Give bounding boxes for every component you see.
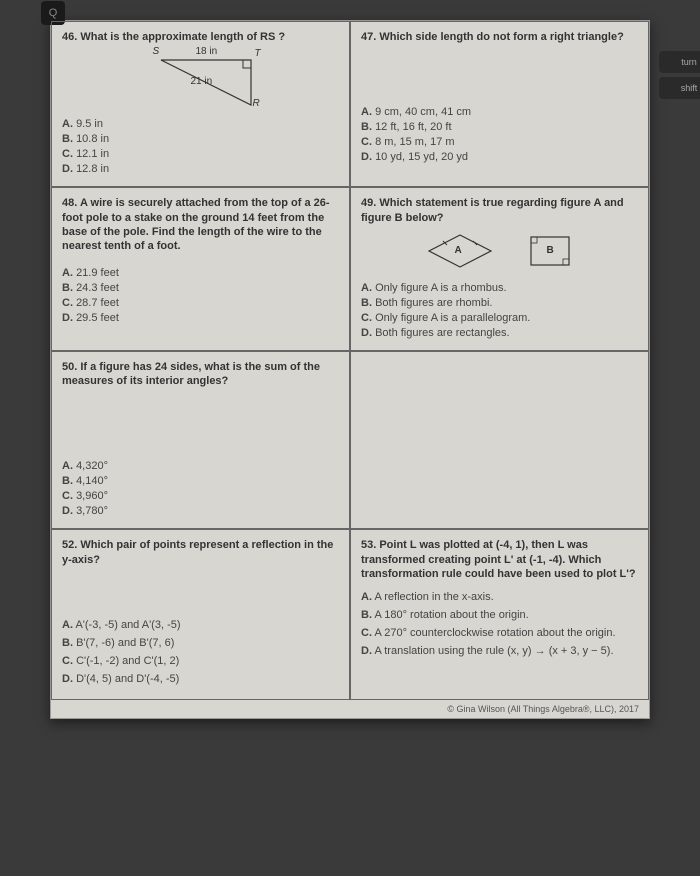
- q53-choices: A. A reflection in the x-axis. B. A 180°…: [361, 591, 638, 657]
- question-grid: 46. What is the approximate length of RS…: [51, 21, 649, 700]
- q52-cell: 52. Which pair of points represent a ref…: [51, 529, 350, 700]
- q53-choice-b: B. A 180° rotation about the origin.: [361, 609, 638, 621]
- q48-cell: 48. A wire is securely attached from the…: [51, 187, 350, 351]
- q48-choice-d: D. 29.5 feet: [62, 312, 339, 324]
- q46-choice-b: B. 10.8 in: [62, 133, 339, 145]
- q53-choice-d: D. A translation using the rule (x, y) →…: [361, 645, 638, 657]
- vertex-r: R: [253, 98, 260, 109]
- keyboard-keys: turn shift: [659, 51, 700, 103]
- triangle-top-label: 18 in: [196, 46, 218, 57]
- q47-choice-d: D. 10 yd, 15 yd, 20 yd: [361, 151, 638, 163]
- worksheet-page: Q turn shift 46. What is the approximate…: [50, 20, 650, 719]
- q49-choice-a: A. Only figure A is a rhombus.: [361, 282, 638, 294]
- key-shift: shift: [659, 77, 700, 99]
- q52-title: 52. Which pair of points represent a ref…: [62, 538, 339, 567]
- q51-cell: [350, 351, 649, 530]
- q50-choices: A. 4,320° B. 4,140° C. 3,960° D. 3,780°: [62, 460, 339, 517]
- q49-choice-d: D. Both figures are rectangles.: [361, 327, 638, 339]
- q47-title: 47. Which side length do not form a righ…: [361, 30, 638, 44]
- q48-choice-b: B. 24.3 feet: [62, 282, 339, 294]
- fig-b-label: B: [547, 245, 554, 256]
- q52-choice-b: B. B'(7, -6) and B'(7, 6): [62, 637, 339, 649]
- q53-choice-c: C. A 270° counterclockwise rotation abou…: [361, 627, 638, 639]
- vertex-t: T: [255, 48, 261, 59]
- key-turn: turn: [659, 51, 700, 73]
- q52-choices: A. A'(-3, -5) and A'(3, -5) B. B'(7, -6)…: [62, 619, 339, 685]
- q49-choice-b: B. Both figures are rhombi.: [361, 297, 638, 309]
- q50-choice-a: A. 4,320°: [62, 460, 339, 472]
- q53-title: 53. Point L was plotted at (-4, 1), then…: [361, 538, 638, 581]
- q48-choices: A. 21.9 feet B. 24.3 feet C. 28.7 feet D…: [62, 267, 339, 324]
- q52-choice-c: C. C'(-1, -2) and C'(1, 2): [62, 655, 339, 667]
- q46-choice-c: C. 12.1 in: [62, 148, 339, 160]
- q52-choice-a: A. A'(-3, -5) and A'(3, -5): [62, 619, 339, 631]
- q51-faded-content: [361, 360, 638, 448]
- q50-choice-d: D. 3,780°: [62, 505, 339, 517]
- q46-triangle: 18 in 21 in S T R: [131, 50, 271, 110]
- q47-cell: 47. Which side length do not form a righ…: [350, 21, 649, 187]
- footer-copyright: © Gina Wilson (All Things Algebra®, LLC)…: [51, 700, 649, 718]
- q46-cell: 46. What is the approximate length of RS…: [51, 21, 350, 187]
- q50-cell: 50. If a figure has 24 sides, what is th…: [51, 351, 350, 530]
- q50-title: 50. If a figure has 24 sides, what is th…: [62, 360, 339, 389]
- q49-choice-c: C. Only figure A is a parallelogram.: [361, 312, 638, 324]
- q52-choice-d: D. D'(4, 5) and D'(-4, -5): [62, 673, 339, 685]
- q47-choice-b: B. 12 ft, 16 ft, 20 ft: [361, 121, 638, 133]
- q46-choice-a: A. 9.5 in: [62, 118, 339, 130]
- q49-choices: A. Only figure A is a rhombus. B. Both f…: [361, 282, 638, 339]
- q48-choice-c: C. 28.7 feet: [62, 297, 339, 309]
- q53-choice-a: A. A reflection in the x-axis.: [361, 591, 638, 603]
- q47-choices: A. 9 cm, 40 cm, 41 cm B. 12 ft, 16 ft, 2…: [361, 106, 638, 163]
- q47-choice-a: A. 9 cm, 40 cm, 41 cm: [361, 106, 638, 118]
- triangle-hyp-label: 21 in: [191, 76, 213, 87]
- q50-choice-b: B. 4,140°: [62, 475, 339, 487]
- q48-choice-a: A. 21.9 feet: [62, 267, 339, 279]
- q46-title: 46. What is the approximate length of RS…: [62, 30, 339, 44]
- q46-choice-d: D. 12.8 in: [62, 163, 339, 175]
- fig-a-label: A: [455, 245, 462, 256]
- vertex-s: S: [153, 46, 160, 57]
- q53-cell: 53. Point L was plotted at (-4, 1), then…: [350, 529, 649, 700]
- q46-choices: A. 9.5 in B. 10.8 in C. 12.1 in D. 12.8 …: [62, 118, 339, 175]
- q47-choice-c: C. 8 m, 15 m, 17 m: [361, 136, 638, 148]
- q50-choice-c: C. 3,960°: [62, 490, 339, 502]
- q49-figures: A B: [361, 231, 638, 274]
- q48-title: 48. A wire is securely attached from the…: [62, 196, 339, 253]
- q49-cell: 49. Which statement is true regarding fi…: [350, 187, 649, 351]
- q49-title: 49. Which statement is true regarding fi…: [361, 196, 638, 225]
